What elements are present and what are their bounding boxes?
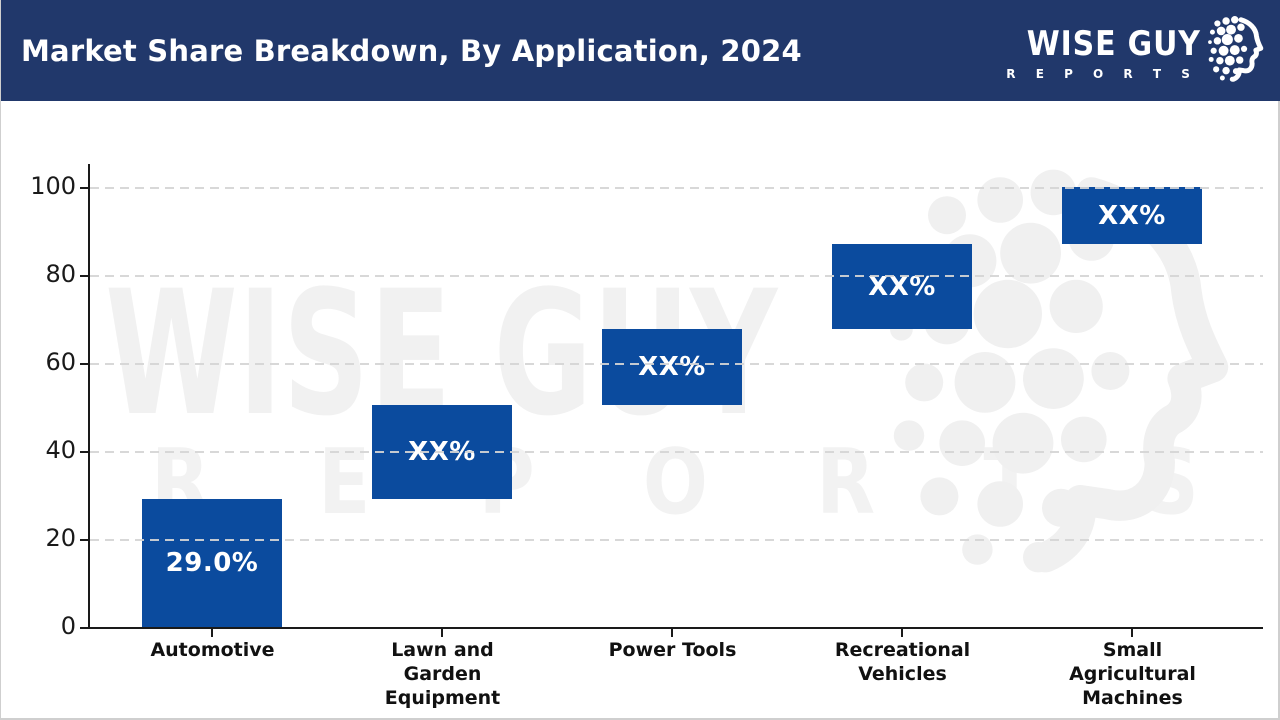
- y-axis-tick-label: 40: [45, 436, 76, 464]
- y-axis-tick-label: 0: [60, 612, 76, 640]
- x-axis-line: [88, 627, 1263, 629]
- bar-recreational-vehicles: XX%: [832, 244, 972, 330]
- y-axis-tick: [80, 275, 88, 277]
- header-band: Market Share Breakdown, By Application, …: [1, 0, 1280, 101]
- bar-small-agricultural-machines: XX%: [1062, 187, 1202, 245]
- chart-title: Market Share Breakdown, By Application, …: [21, 33, 802, 68]
- x-axis-tick: [211, 629, 213, 637]
- x-category-label: Automotive: [150, 639, 275, 661]
- gridline: [90, 363, 1263, 365]
- y-axis-tick: [80, 627, 88, 629]
- wise-guy-reports-logo: WISE GUY R E P O R T S: [1003, 8, 1267, 96]
- gridline: [90, 187, 1263, 189]
- y-axis-tick-label: 60: [45, 348, 76, 376]
- gridline: [90, 275, 1263, 277]
- gridline: [90, 539, 1263, 541]
- y-axis-tick: [80, 187, 88, 189]
- waterfall-bar-chart: 0 20 40 60 80 100 29.0% Automotive XX% Lawn and G…: [1, 101, 1280, 720]
- x-category-label: Lawn and Garden Equipment: [384, 639, 501, 709]
- y-axis-tick: [80, 451, 88, 453]
- y-axis-tick-label: 80: [45, 260, 76, 288]
- y-axis-tick: [80, 539, 88, 541]
- x-category-label: Recreational Vehicles: [834, 639, 971, 685]
- x-axis-tick: [1131, 629, 1133, 637]
- bar-value-label: 29.0%: [165, 548, 259, 579]
- y-axis-tick-label: 20: [45, 524, 76, 552]
- y-axis-tick-label: 100: [30, 172, 76, 200]
- gridline: [90, 451, 1263, 453]
- logo-subtitle: R E P O R T S: [1006, 66, 1198, 81]
- bar-automotive: 29.0%: [142, 499, 282, 627]
- bar-power-tools: XX%: [602, 329, 742, 405]
- x-axis-tick: [901, 629, 903, 637]
- x-category-label: Power Tools: [608, 639, 737, 661]
- x-axis-tick: [671, 629, 673, 637]
- bar-value-label: XX%: [638, 351, 706, 382]
- x-axis-tick: [441, 629, 443, 637]
- logo-wordmark: WISE GUY: [1026, 23, 1201, 64]
- head-profile-icon: [1208, 16, 1264, 82]
- logo-text: WISE GUY R E P O R T S: [1003, 24, 1201, 81]
- y-axis-tick: [80, 363, 88, 365]
- x-category-label: Small Agricultural Machines: [1069, 639, 1196, 709]
- bar-value-label: XX%: [1098, 200, 1166, 231]
- y-axis-line: [88, 164, 90, 629]
